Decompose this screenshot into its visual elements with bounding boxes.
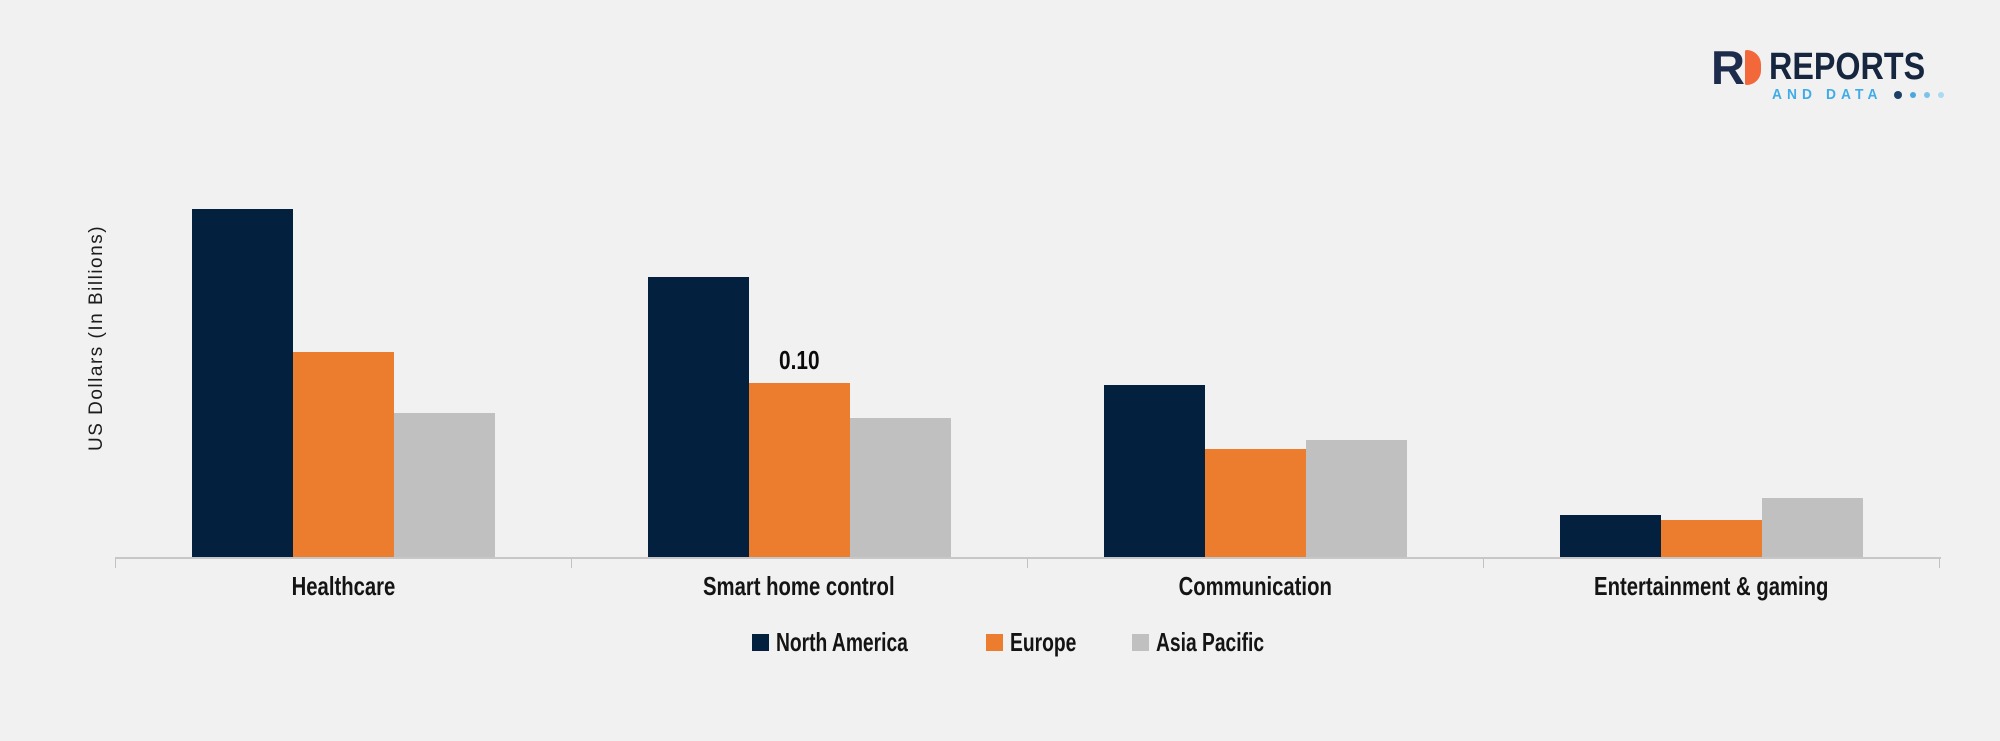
plot-area: 0.10 (115, 0, 1939, 557)
bar-asia-pacific-communication (1306, 440, 1407, 557)
bar-europe-healthcare (293, 352, 394, 557)
logo-dot-icon (1894, 90, 1903, 99)
logo-dot-icon (1910, 91, 1917, 98)
x-axis-line (115, 557, 1941, 559)
logo-d-shape (1745, 50, 1761, 85)
bar-europe-smart-home-control (749, 383, 850, 557)
bar-north-america-entertainment-gaming (1560, 515, 1661, 557)
legend-item-asia-pacific: Asia Pacific (1131, 626, 1302, 657)
category-label-smart-home-control: Smart home control (703, 571, 895, 601)
legend-swatch-icon (986, 633, 1004, 651)
x-axis-tick (115, 559, 116, 568)
logo-rd-mark: R (1711, 44, 1763, 92)
brand-logo: R REPORTS AND DATA (1711, 44, 1953, 103)
bar-north-america-healthcare (192, 209, 293, 557)
legend-swatch-icon (752, 633, 770, 651)
bar-north-america-smart-home-control (648, 277, 749, 557)
x-axis-tick (1939, 559, 1940, 568)
y-axis-title: US Dollars (In Billions) (86, 224, 107, 452)
category-label-communication: Communication (1178, 571, 1332, 601)
legend-label: North America (776, 626, 908, 657)
legend-label: Asia Pacific (1155, 626, 1264, 657)
logo-r-letter: R (1711, 41, 1745, 94)
bar-asia-pacific-healthcare (394, 413, 495, 557)
legend: North America Europe Asia Pacific (115, 626, 1939, 657)
legend-swatch-icon (1131, 633, 1149, 651)
logo-dot-icon (1924, 91, 1931, 98)
bar-europe-entertainment-gaming (1661, 520, 1762, 557)
bar-europe-communication (1205, 449, 1306, 557)
bar-asia-pacific-smart-home-control (850, 418, 951, 557)
x-axis-tick (1483, 559, 1484, 568)
logo-dot-icon (1938, 91, 1945, 98)
category-label-entertainment-gaming: Entertainment & gaming (1593, 571, 1829, 601)
logo-text-block: REPORTS AND DATA (1769, 46, 1953, 103)
logo-title: REPORTS (1769, 46, 1926, 88)
bar-north-america-communication (1104, 385, 1205, 557)
logo-subtitle-row: AND DATA (1772, 86, 1953, 103)
logo-subtitle: AND DATA (1772, 86, 1883, 103)
x-axis-tick (1027, 559, 1028, 568)
x-axis-tick (571, 559, 572, 568)
bar-value-label: 0.10 (778, 345, 820, 375)
legend-label: Europe (1010, 626, 1077, 657)
legend-item-north-america: North America (752, 626, 954, 657)
category-label-healthcare: Healthcare (291, 571, 395, 601)
bar-asia-pacific-entertainment-gaming (1762, 498, 1863, 557)
legend-item-europe: Europe (986, 626, 1100, 657)
